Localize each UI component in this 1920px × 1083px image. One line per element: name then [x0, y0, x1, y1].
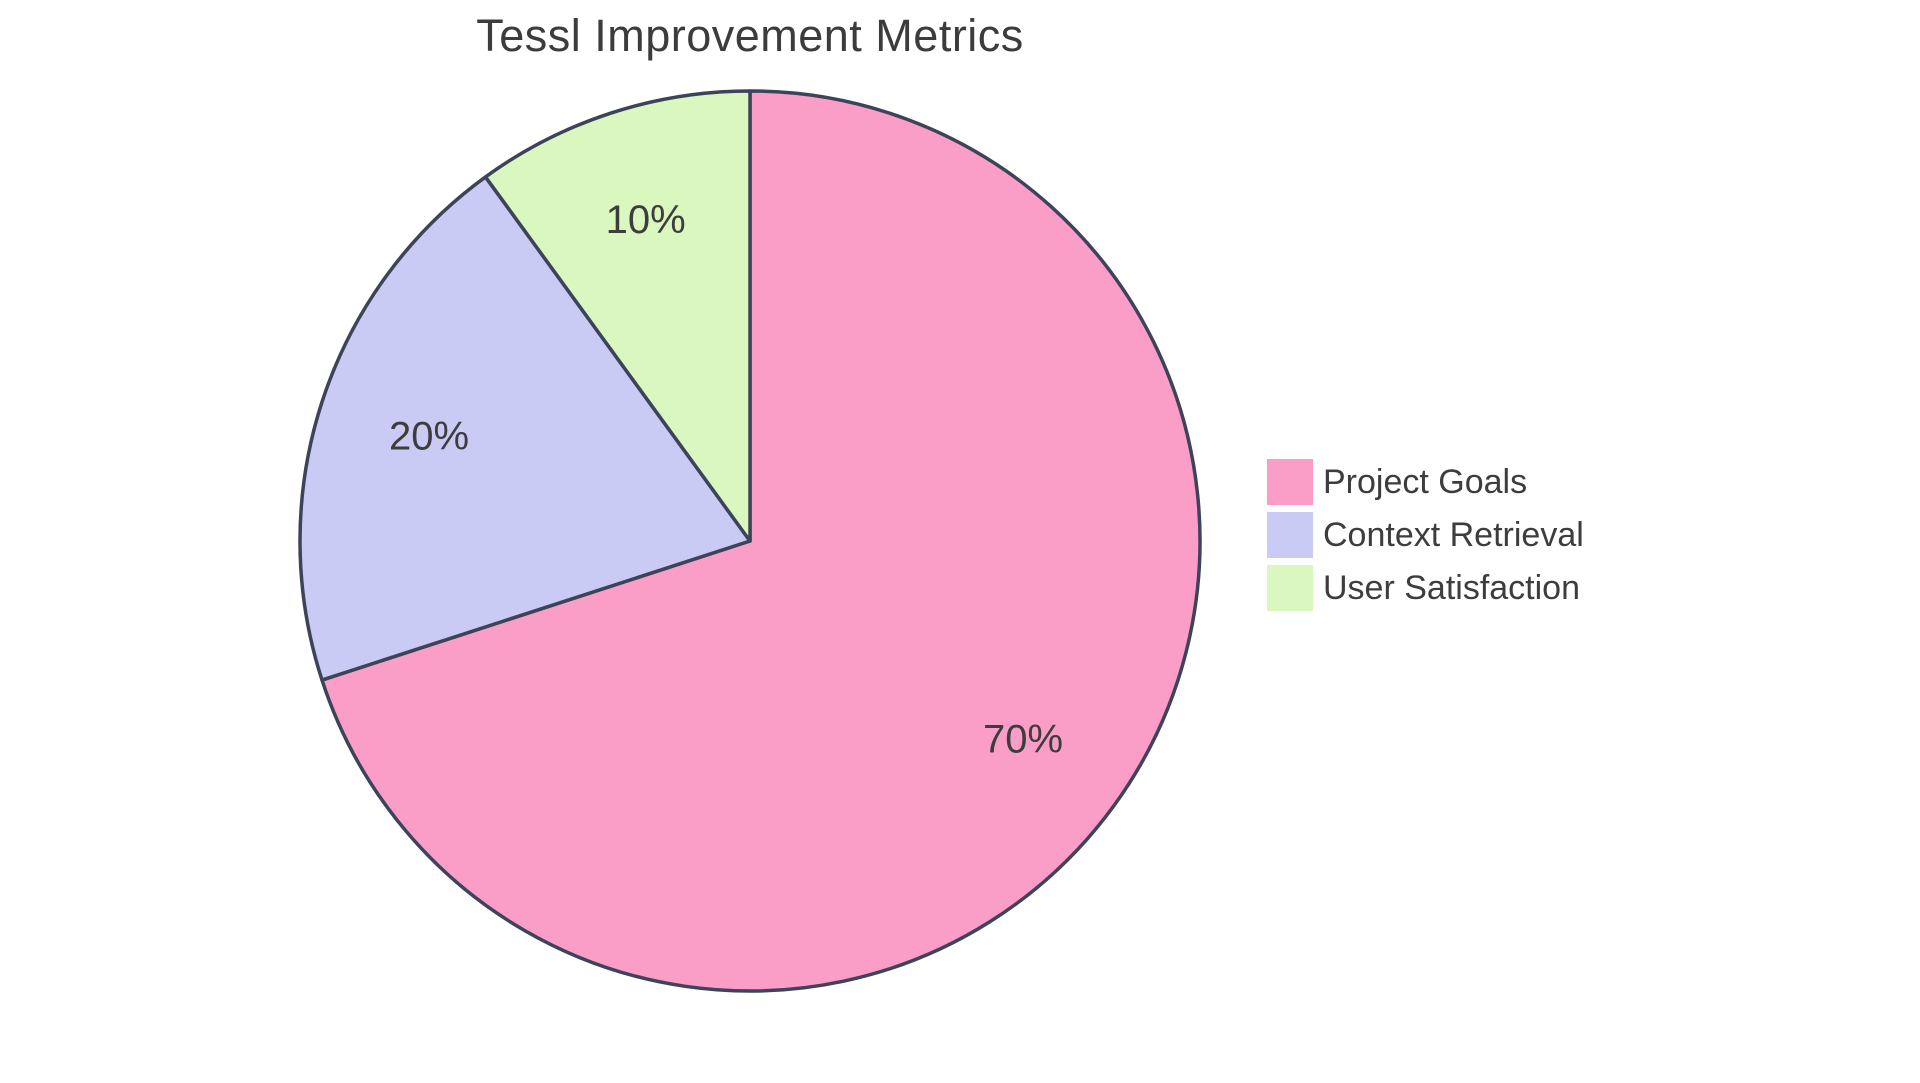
- legend-swatch: [1267, 512, 1313, 558]
- chart-title: Tessl Improvement Metrics: [476, 10, 1024, 61]
- legend-item-project-goals: Project Goals: [1267, 459, 1584, 505]
- legend: Project Goals Context Retrieval User Satis…: [1267, 459, 1584, 611]
- pie-slice-project-goals: [320, 89, 1202, 993]
- pie-slice-user-satisfaction: [483, 89, 752, 543]
- legend-item-context-retrieval: Context Retrieval: [1267, 512, 1584, 558]
- legend-swatch: [1267, 459, 1313, 505]
- legend-label: User Satisfaction: [1323, 568, 1580, 607]
- legend-label: Project Goals: [1323, 462, 1528, 501]
- pie-slice-value-label: 10%: [606, 198, 686, 242]
- pie-slice-value-label: 20%: [389, 415, 469, 459]
- legend-swatch: [1267, 565, 1313, 611]
- pie-slice-context-retrieval: [298, 175, 752, 682]
- pie-slice-value-label: 70%: [983, 717, 1063, 761]
- legend-label: Context Retrieval: [1323, 515, 1584, 554]
- legend-item-user-satisfaction: User Satisfaction: [1267, 565, 1584, 611]
